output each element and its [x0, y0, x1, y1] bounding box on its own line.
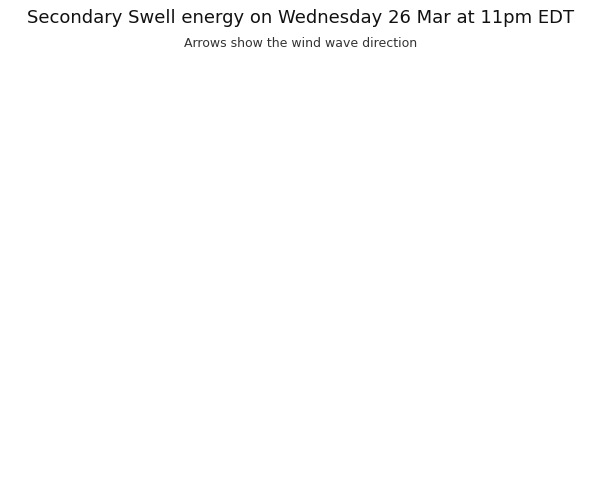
Text: Arrows show the wind wave direction: Arrows show the wind wave direction	[184, 37, 417, 50]
Text: cartopy not available: cartopy not available	[227, 265, 374, 279]
Text: Secondary Swell energy on Wednesday 26 Mar at 11pm EDT: Secondary Swell energy on Wednesday 26 M…	[27, 9, 574, 27]
